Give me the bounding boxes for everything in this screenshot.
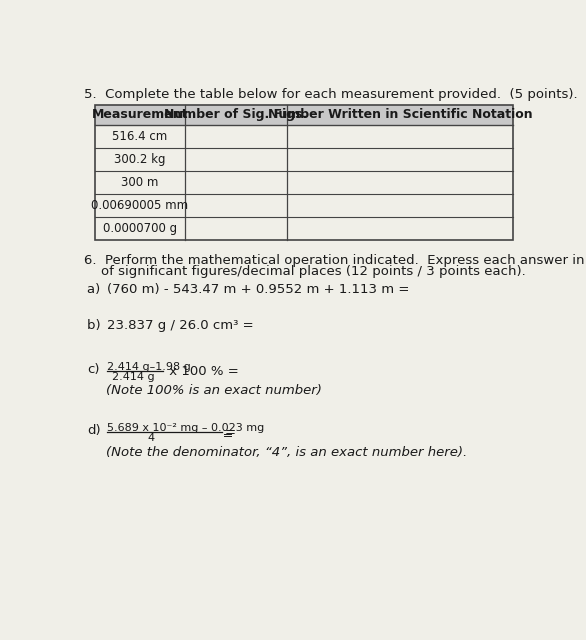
Text: 516.4 cm: 516.4 cm <box>113 129 168 143</box>
Text: 23.837 g / 26.0 cm³ =: 23.837 g / 26.0 cm³ = <box>107 319 254 332</box>
Text: (Note 100% is an exact number): (Note 100% is an exact number) <box>106 384 322 397</box>
Text: Measurement: Measurement <box>91 108 188 121</box>
Text: 0.00690005 mm: 0.00690005 mm <box>91 199 189 212</box>
Bar <box>95 104 513 125</box>
Text: d): d) <box>87 424 101 437</box>
Text: 0.0000700 g: 0.0000700 g <box>103 222 177 235</box>
Text: (760 m) - 543.47 m + 0.9552 m + 1.113 m =: (760 m) - 543.47 m + 0.9552 m + 1.113 m … <box>107 283 410 296</box>
Text: =: = <box>224 426 236 440</box>
Text: 5.689 x 10⁻² mg – 0.023 mg: 5.689 x 10⁻² mg – 0.023 mg <box>107 423 265 433</box>
Text: (Note the denominator, “4”, is an exact number here).: (Note the denominator, “4”, is an exact … <box>106 445 467 459</box>
Text: Number Written in Scientific Notation: Number Written in Scientific Notation <box>268 108 533 121</box>
Text: of significant figures/decimal places (12 points / 3 points each).: of significant figures/decimal places (1… <box>84 265 526 278</box>
Text: a): a) <box>87 283 109 296</box>
Text: b): b) <box>87 319 110 332</box>
Bar <box>95 104 513 240</box>
Text: 5.  Complete the table below for each measurement provided.  (5 points).: 5. Complete the table below for each mea… <box>84 88 578 100</box>
Text: Number of Sig. Figs.: Number of Sig. Figs. <box>165 108 308 121</box>
Text: x 100 % =: x 100 % = <box>165 365 239 378</box>
Text: 4: 4 <box>148 433 155 444</box>
Text: 2.414 g–1.98 g: 2.414 g–1.98 g <box>107 362 191 372</box>
Text: 2.414 g: 2.414 g <box>112 372 155 383</box>
Text: 300 m: 300 m <box>121 176 159 189</box>
Text: c): c) <box>87 364 100 376</box>
Text: 300.2 kg: 300.2 kg <box>114 153 166 166</box>
Text: 6.  Perform the mathematical operation indicated.  Express each answer in the ap: 6. Perform the mathematical operation in… <box>84 254 586 267</box>
